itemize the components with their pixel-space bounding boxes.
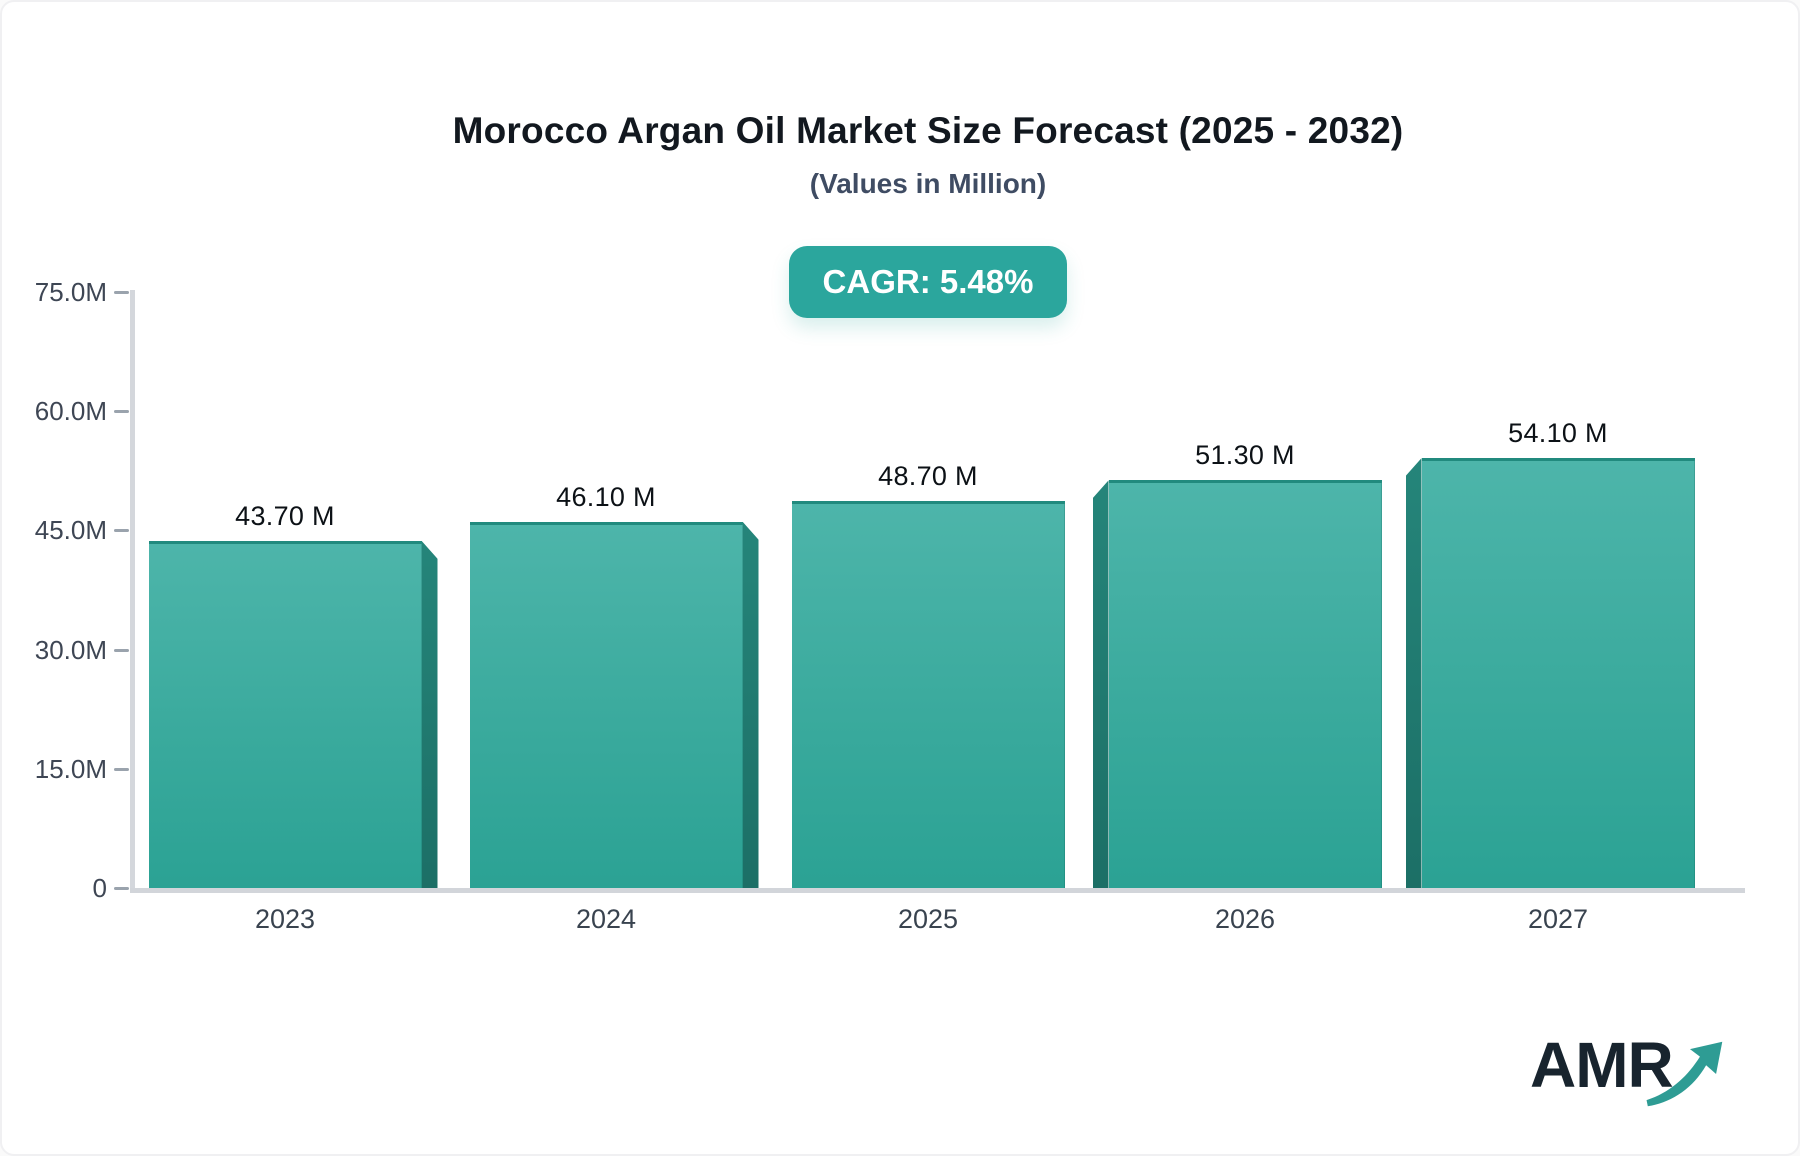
bar-2023[interactable] <box>148 540 422 888</box>
y-axis-tick-label: 75.0M <box>34 277 107 307</box>
y-axis-tick-mark <box>114 887 129 890</box>
bar-value-label: 48.70 M <box>878 460 978 491</box>
bar-value-label: 51.30 M <box>1195 440 1295 471</box>
y-axis-tick-label: 0 <box>92 873 107 903</box>
bar-2024[interactable] <box>469 521 743 888</box>
bar-2026[interactable] <box>1108 480 1382 888</box>
y-axis-tick-label: 15.0M <box>34 753 107 784</box>
bar-2025[interactable] <box>791 500 1065 888</box>
bar-side-2026 <box>1092 480 1109 888</box>
chart-subtitle: (Values in Million) <box>809 168 1047 199</box>
x-axis-tick-label: 2025 <box>897 904 959 934</box>
x-axis-baseline <box>130 888 1745 893</box>
bar-2027[interactable] <box>1421 458 1695 888</box>
x-axis-tick-label: 2024 <box>575 904 637 934</box>
y-axis-tick-label: 60.0M <box>34 396 107 427</box>
y-axis-tick-label: 45.0M <box>34 515 107 546</box>
growth-arrow-icon <box>1646 1038 1734 1115</box>
chart-header: Morocco Argan Oil Market Size Forecast (… <box>58 2 1798 318</box>
y-axis-tick-mark <box>114 410 129 414</box>
bar-side-2027 <box>1405 458 1422 888</box>
y-axis-tick-mark <box>114 648 129 652</box>
bar-side-2023 <box>421 540 438 888</box>
x-axis-tick-label: 2027 <box>1527 904 1589 934</box>
y-axis-tick-mark <box>114 767 129 771</box>
bar-value-label: 46.10 M <box>556 481 656 512</box>
amr-logo-text: AMR <box>1530 1029 1674 1101</box>
y-axis-tick-mark <box>114 291 129 294</box>
y-axis-tick-label: 30.0M <box>34 634 107 665</box>
bar-value-label: 43.70 M <box>235 500 335 531</box>
bar-side-2024 <box>742 521 759 888</box>
bar-value-label: 54.10 M <box>1508 418 1608 449</box>
amr-logo: AMR <box>1530 1028 1750 1118</box>
cagr-badge: CAGR: 5.48% <box>788 246 1068 318</box>
x-axis-tick-label: 2026 <box>1214 904 1276 934</box>
x-axis-tick-label: 2023 <box>254 904 316 934</box>
y-axis-tick-mark <box>114 529 129 533</box>
chart-title: Morocco Argan Oil Market Size Forecast (… <box>452 110 1404 151</box>
y-axis-line <box>130 290 135 890</box>
